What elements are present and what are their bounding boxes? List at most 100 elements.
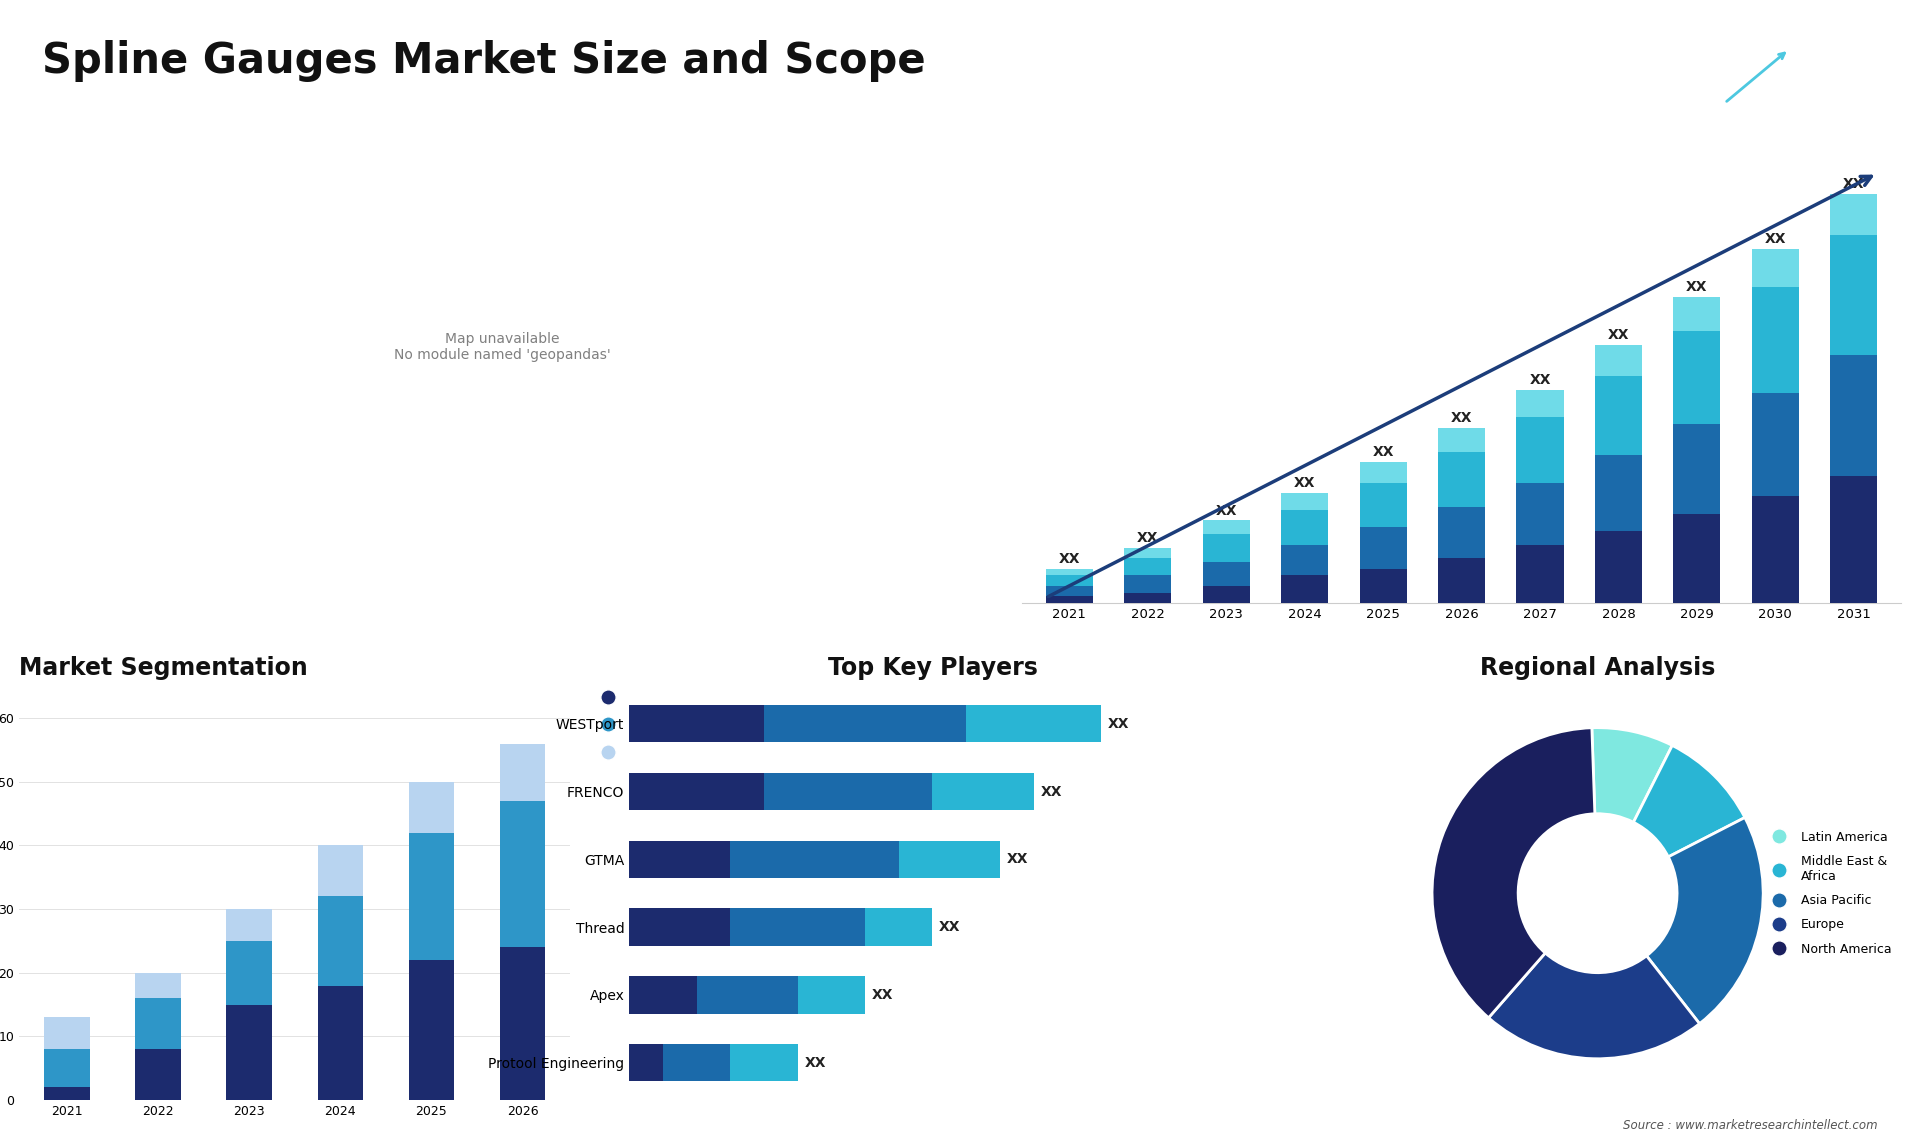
Bar xyxy=(730,841,899,878)
Bar xyxy=(1517,390,1563,417)
Bar xyxy=(797,976,866,1013)
Bar xyxy=(1830,194,1878,235)
Bar xyxy=(136,1050,180,1100)
Bar xyxy=(1202,562,1250,586)
Bar xyxy=(44,1088,90,1100)
Text: XX: XX xyxy=(1843,178,1864,191)
Bar xyxy=(1202,520,1250,534)
Bar xyxy=(499,744,545,801)
Bar xyxy=(1517,482,1563,544)
Bar xyxy=(227,909,273,941)
Bar xyxy=(1596,531,1642,603)
Title: Regional Analysis: Regional Analysis xyxy=(1480,657,1715,680)
Bar xyxy=(730,1044,797,1082)
Bar xyxy=(1438,427,1484,452)
Bar xyxy=(1281,510,1329,544)
Bar xyxy=(1125,592,1171,603)
Bar xyxy=(866,909,933,945)
Bar xyxy=(1674,513,1720,603)
Text: XX: XX xyxy=(1108,716,1129,731)
Bar xyxy=(1202,534,1250,562)
Bar xyxy=(227,941,273,1005)
Wedge shape xyxy=(1432,728,1596,1018)
Bar xyxy=(730,909,866,945)
Bar xyxy=(1438,558,1484,603)
Bar xyxy=(630,976,697,1013)
Bar xyxy=(1359,482,1407,527)
Wedge shape xyxy=(1488,953,1699,1059)
Bar xyxy=(1281,493,1329,510)
Bar xyxy=(1830,355,1878,476)
Bar xyxy=(1596,376,1642,455)
Legend: Latin America, Middle East &
Africa, Asia Pacific, Europe, North America: Latin America, Middle East & Africa, Asi… xyxy=(1761,826,1897,960)
Bar xyxy=(630,909,730,945)
Text: INTELLECT: INTELLECT xyxy=(1789,104,1847,113)
Bar xyxy=(44,1018,90,1050)
Bar xyxy=(1359,568,1407,603)
Text: XX: XX xyxy=(1294,477,1315,490)
Text: Source : www.marketresearchintellect.com: Source : www.marketresearchintellect.com xyxy=(1622,1120,1878,1132)
Bar xyxy=(966,705,1100,743)
Bar xyxy=(1596,345,1642,376)
Bar xyxy=(1359,527,1407,568)
Text: XX: XX xyxy=(1215,504,1236,518)
Text: XX: XX xyxy=(1373,446,1394,460)
Bar xyxy=(1281,575,1329,603)
Text: RESEARCH: RESEARCH xyxy=(1789,81,1847,91)
Text: XX: XX xyxy=(1764,233,1786,246)
Bar xyxy=(630,772,764,810)
Bar xyxy=(1125,558,1171,575)
Bar xyxy=(899,841,1000,878)
Bar xyxy=(1281,544,1329,575)
Bar xyxy=(1674,297,1720,331)
Bar xyxy=(630,705,764,743)
Bar xyxy=(1751,496,1799,603)
Bar xyxy=(1830,476,1878,603)
Bar xyxy=(227,1005,273,1100)
Wedge shape xyxy=(1647,817,1763,1023)
Bar xyxy=(317,846,363,896)
Wedge shape xyxy=(1592,728,1672,823)
Bar xyxy=(1830,235,1878,355)
Bar xyxy=(499,948,545,1100)
Bar xyxy=(1359,462,1407,482)
Bar xyxy=(317,896,363,986)
Bar xyxy=(1046,586,1092,596)
Bar xyxy=(1125,548,1171,558)
Bar xyxy=(409,782,455,833)
Text: XX: XX xyxy=(804,1055,826,1069)
Wedge shape xyxy=(1634,745,1745,857)
Bar xyxy=(1674,331,1720,424)
Bar xyxy=(317,986,363,1100)
Text: XX: XX xyxy=(1528,374,1551,387)
Text: Market Segmentation: Market Segmentation xyxy=(19,657,307,680)
Legend: Type, Application, Geography: Type, Application, Geography xyxy=(588,685,716,766)
Bar xyxy=(630,841,730,878)
Bar xyxy=(764,705,966,743)
Bar xyxy=(1046,568,1092,575)
Text: Map unavailable
No module named 'geopandas': Map unavailable No module named 'geopand… xyxy=(394,332,611,362)
Bar xyxy=(933,772,1033,810)
Bar xyxy=(1596,455,1642,531)
Text: XX: XX xyxy=(1058,552,1081,566)
Bar xyxy=(1125,575,1171,592)
Text: XX: XX xyxy=(1686,281,1707,295)
Text: XX: XX xyxy=(1006,853,1027,866)
Polygon shape xyxy=(1644,49,1772,115)
Bar xyxy=(662,1044,730,1082)
Bar xyxy=(1674,424,1720,513)
Bar xyxy=(630,1044,662,1082)
Bar xyxy=(136,973,180,998)
Bar xyxy=(136,998,180,1050)
Bar xyxy=(764,772,933,810)
Bar xyxy=(1751,249,1799,286)
Text: XX: XX xyxy=(1607,329,1630,343)
Bar xyxy=(697,976,797,1013)
Text: XX: XX xyxy=(872,988,893,1002)
Title: Top Key Players: Top Key Players xyxy=(828,657,1037,680)
Text: Spline Gauges Market Size and Scope: Spline Gauges Market Size and Scope xyxy=(42,40,925,83)
Text: MARKET: MARKET xyxy=(1789,58,1834,68)
Text: XX: XX xyxy=(1137,532,1158,545)
Bar xyxy=(1438,452,1484,507)
Bar xyxy=(1438,507,1484,558)
